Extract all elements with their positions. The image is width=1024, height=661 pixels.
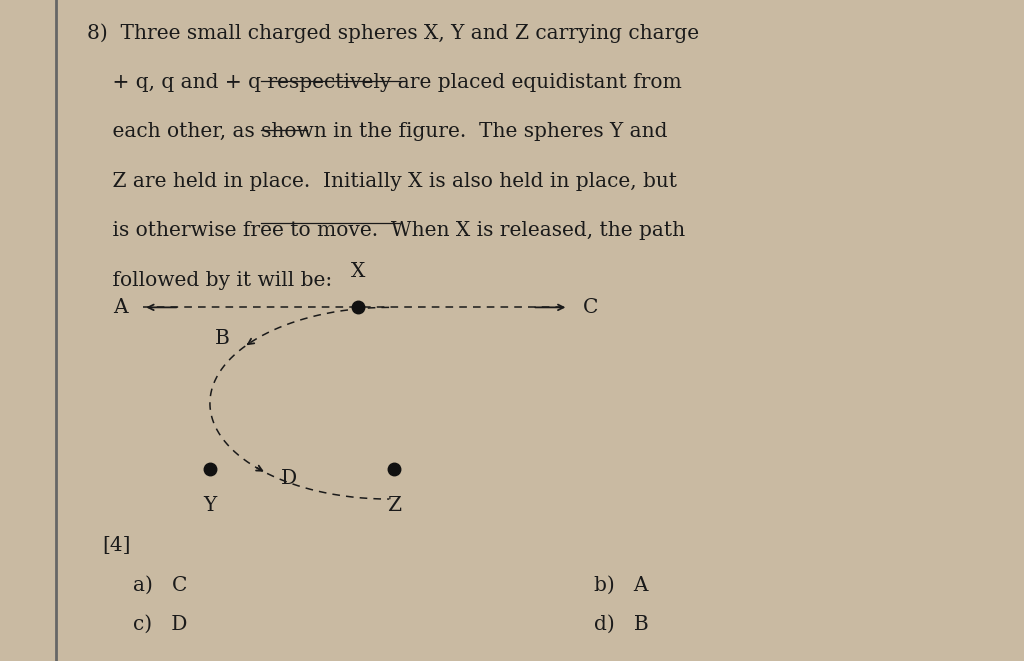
Text: B: B bbox=[215, 329, 229, 348]
Text: a)   C: a) C bbox=[133, 576, 187, 594]
Text: D: D bbox=[281, 469, 297, 488]
Text: each other, as shown in the figure.  The spheres Y and: each other, as shown in the figure. The … bbox=[87, 122, 668, 141]
Text: followed by it will be:: followed by it will be: bbox=[87, 271, 333, 290]
Text: Z are held in place.  Initially X is also held in place, but: Z are held in place. Initially X is also… bbox=[87, 172, 677, 191]
Text: [4]: [4] bbox=[102, 536, 131, 555]
Text: b)   A: b) A bbox=[594, 576, 648, 594]
Text: Y: Y bbox=[204, 496, 216, 515]
Text: X: X bbox=[351, 262, 366, 280]
Text: c)   D: c) D bbox=[133, 615, 187, 634]
Text: is otherwise free to move.  When X is released, the path: is otherwise free to move. When X is rel… bbox=[87, 221, 685, 241]
Text: C: C bbox=[583, 298, 599, 317]
Text: Z: Z bbox=[387, 496, 401, 515]
Text: 8)  Three small charged spheres X, Y and Z carrying charge: 8) Three small charged spheres X, Y and … bbox=[87, 23, 699, 43]
Text: d)   B: d) B bbox=[594, 615, 648, 634]
Text: + q, q and + q respectively are placed equidistant from: + q, q and + q respectively are placed e… bbox=[87, 73, 682, 92]
Text: A: A bbox=[114, 298, 128, 317]
